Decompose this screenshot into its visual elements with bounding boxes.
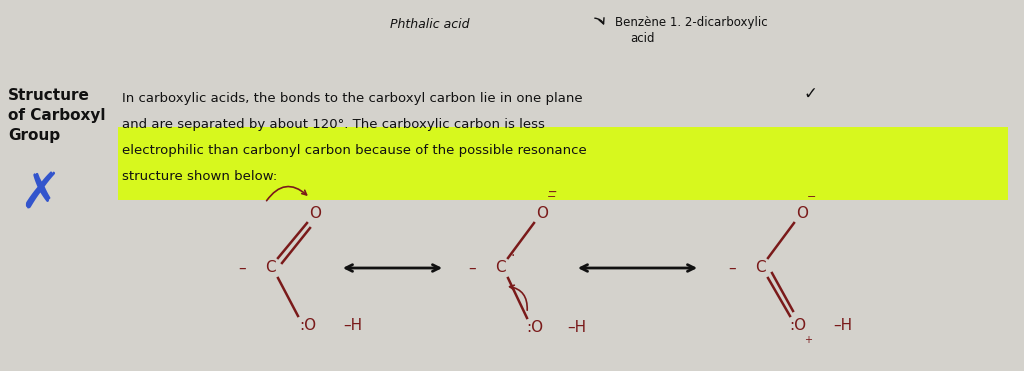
Text: of Carboxyl: of Carboxyl bbox=[8, 108, 105, 123]
Text: and are separated by about 120°. The carboxylic carbon is less: and are separated by about 120°. The car… bbox=[122, 118, 545, 131]
Text: +: + bbox=[804, 335, 812, 345]
Text: O: O bbox=[536, 206, 548, 220]
Text: −: − bbox=[807, 192, 817, 202]
Text: O: O bbox=[309, 206, 321, 220]
Text: In carboxylic acids, the bonds to the carboxyl carbon lie in one plane: In carboxylic acids, the bonds to the ca… bbox=[122, 92, 583, 105]
Text: acid: acid bbox=[630, 32, 654, 45]
Text: Phthalic acid: Phthalic acid bbox=[390, 18, 470, 31]
Text: ✓: ✓ bbox=[803, 85, 817, 103]
Text: –H: –H bbox=[343, 318, 362, 334]
Text: –: – bbox=[239, 260, 246, 276]
Text: O: O bbox=[796, 206, 808, 220]
Text: :O: :O bbox=[526, 321, 544, 335]
FancyArrowPatch shape bbox=[510, 285, 527, 310]
Text: structure shown below:: structure shown below: bbox=[122, 170, 278, 183]
Text: –: – bbox=[728, 260, 736, 276]
Text: –H: –H bbox=[567, 321, 586, 335]
Text: C: C bbox=[755, 260, 765, 276]
Text: Structure: Structure bbox=[8, 88, 90, 103]
Text: −: − bbox=[547, 192, 557, 202]
Text: –H: –H bbox=[833, 318, 852, 334]
Text: :O: :O bbox=[299, 318, 316, 334]
Bar bbox=[118, 127, 1008, 200]
Text: :O: :O bbox=[790, 318, 807, 334]
FancyArrowPatch shape bbox=[266, 187, 306, 201]
Text: C: C bbox=[264, 260, 275, 276]
Text: Group: Group bbox=[8, 128, 60, 143]
Text: ·: · bbox=[511, 249, 515, 263]
Text: ✗: ✗ bbox=[19, 171, 61, 219]
Text: C: C bbox=[495, 260, 505, 276]
Text: electrophilic than carbonyl carbon because of the possible resonance: electrophilic than carbonyl carbon becau… bbox=[122, 144, 587, 157]
Text: –: – bbox=[468, 260, 476, 276]
Text: Benzène 1. 2-dicarboxylic: Benzène 1. 2-dicarboxylic bbox=[615, 16, 768, 29]
